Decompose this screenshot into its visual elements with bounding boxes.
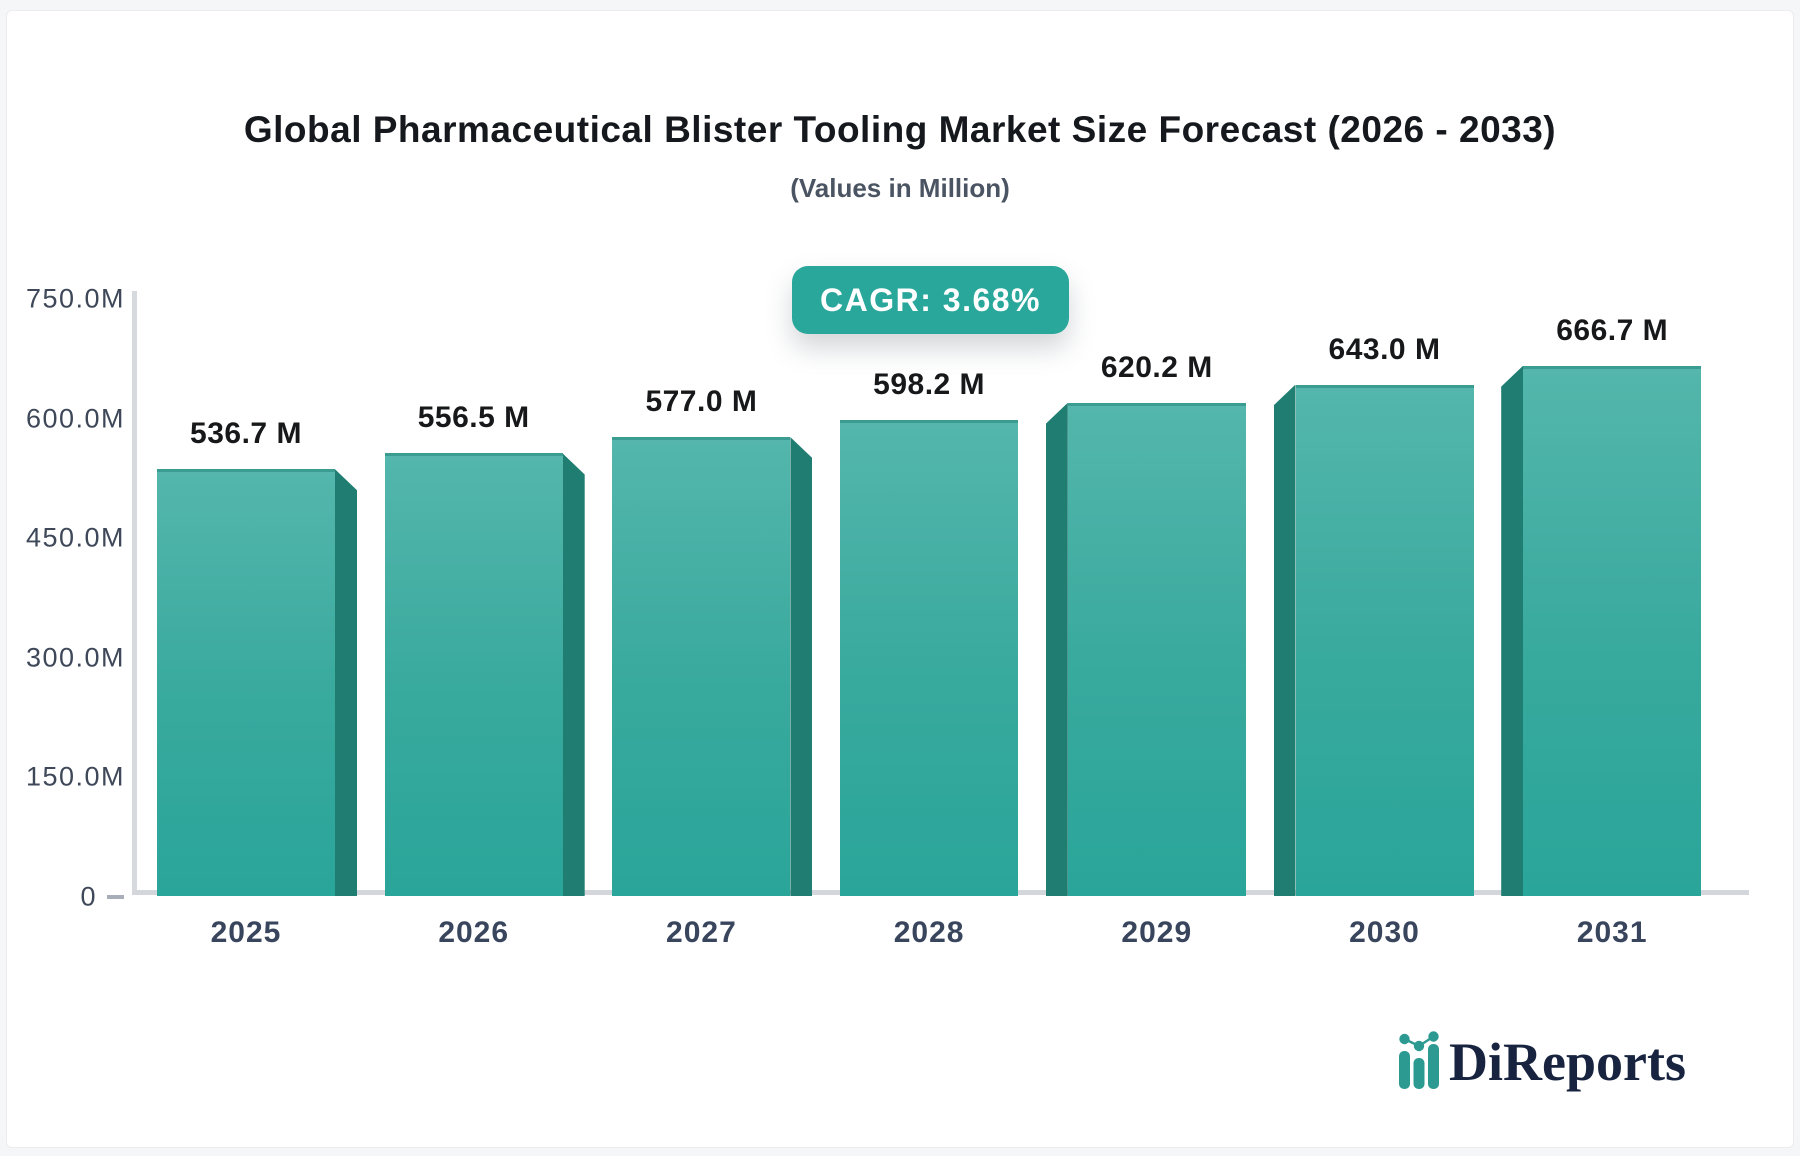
bar-side-3d	[1273, 384, 1296, 896]
chart-card: Global Pharmaceutical Blister Tooling Ma…	[6, 10, 1794, 1148]
cagr-badge-text: CAGR: 3.68%	[820, 281, 1041, 318]
y-axis-label: 300.0M	[25, 642, 125, 673]
logo-text: DiReports	[1449, 1032, 1686, 1092]
x-axis-label-2027: 2027	[666, 916, 737, 949]
x-axis-label-2030: 2030	[1349, 916, 1420, 949]
y-axis-line	[132, 291, 137, 895]
logo-chart-icon	[1399, 1031, 1440, 1089]
bar-value-label: 536.7 M	[190, 417, 302, 451]
cagr-badge: CAGR: 3.68%	[792, 266, 1069, 334]
bar-2031[interactable]	[1523, 365, 1702, 896]
bar-side-3d	[335, 469, 357, 896]
x-axis-label-2026: 2026	[438, 916, 510, 949]
bar-2026[interactable]	[384, 453, 563, 896]
y-axis-label: 0	[80, 881, 97, 912]
y-axis-label: 450.0M	[25, 522, 125, 553]
page-title: Global Pharmaceutical Blister Tooling Ma…	[243, 109, 1557, 150]
bar-2027[interactable]	[612, 437, 791, 896]
x-axis-label-2029: 2029	[1121, 916, 1193, 949]
bar-side-3d	[790, 437, 813, 896]
y-axis-zero-tick	[107, 895, 124, 899]
bar-side-3d	[562, 453, 585, 896]
bar-side-3d	[1045, 402, 1068, 896]
bar-value-label: 556.5 M	[417, 401, 530, 435]
bar-2025[interactable]	[157, 469, 335, 896]
y-axis-label: 150.0M	[25, 761, 125, 792]
x-axis-label-2028: 2028	[893, 916, 965, 949]
page-subtitle: (Values in Million)	[790, 173, 1010, 203]
bar-value-label: 620.2 M	[1100, 350, 1213, 384]
bar-2030[interactable]	[1295, 384, 1474, 896]
bar-2028[interactable]	[840, 420, 1019, 896]
direports-logo: DiReports	[1397, 1031, 1686, 1089]
x-axis-label-2031: 2031	[1576, 916, 1648, 949]
bar-value-label: 666.7 M	[1556, 313, 1669, 347]
bar-2029[interactable]	[1067, 402, 1246, 896]
y-axis-label: 750.0M	[25, 283, 125, 314]
bar-value-label: 598.2 M	[873, 368, 986, 402]
bar-side-3d	[1501, 365, 1524, 896]
x-axis-label-2025: 2025	[210, 916, 282, 949]
y-axis-label: 600.0M	[25, 403, 125, 434]
bar-value-label: 577.0 M	[645, 385, 758, 419]
bar-value-label: 643.0 M	[1328, 332, 1441, 366]
